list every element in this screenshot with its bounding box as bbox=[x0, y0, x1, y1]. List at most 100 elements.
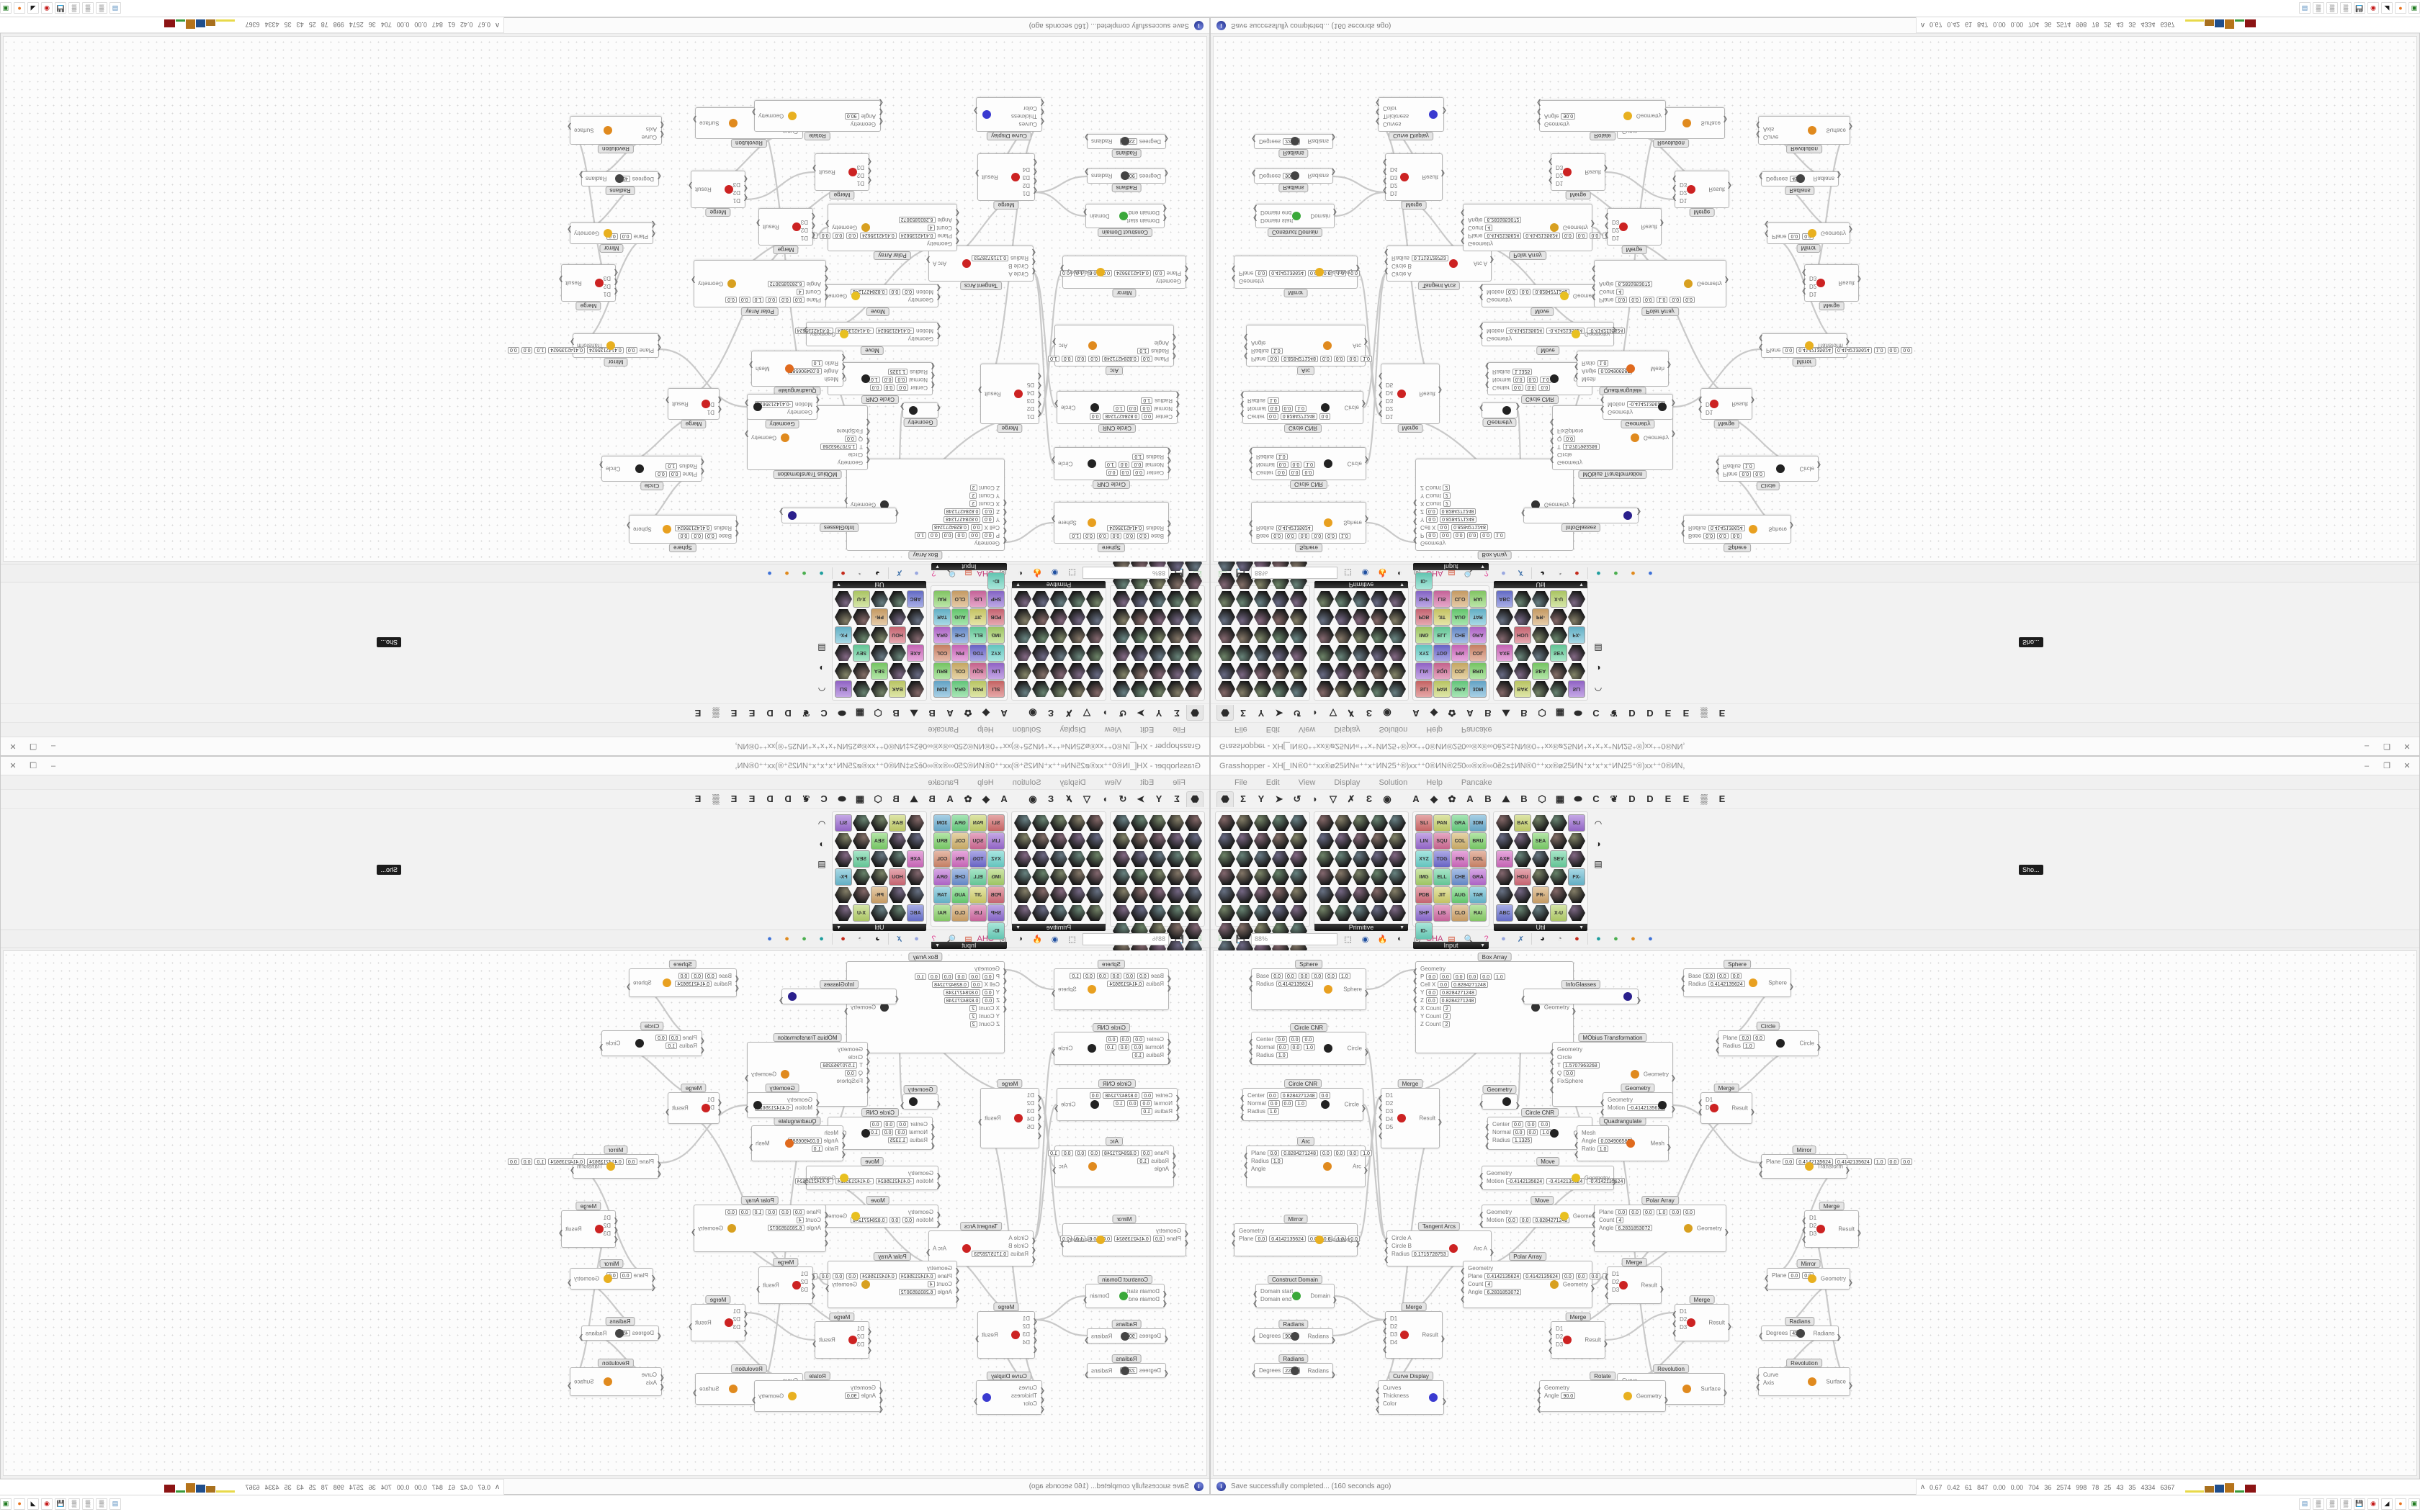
tab-addon-orange[interactable]: ⬬ bbox=[838, 793, 846, 804]
gh-input-port[interactable]: ❮ bbox=[613, 1217, 619, 1224]
prim18-icon[interactable] bbox=[1353, 868, 1370, 886]
gh-param-value[interactable]: 1.0 bbox=[1338, 533, 1350, 539]
maze-app2-icon[interactable]: ▒ bbox=[82, 1498, 94, 1510]
gh-node[interactable]: Revolution Curve Axis Surface ❮ ❮ ❯ bbox=[567, 116, 665, 153]
gh-output-port[interactable]: ❯ bbox=[1363, 516, 1369, 523]
gh-input-port[interactable]: ❮ bbox=[1378, 1113, 1384, 1120]
gh-input-port[interactable]: ❮ bbox=[1002, 500, 1008, 507]
gh-param-value[interactable]: 0.0 bbox=[982, 532, 994, 539]
prim18-icon[interactable] bbox=[1050, 868, 1067, 886]
tab-addon-b[interactable]: B bbox=[1484, 708, 1492, 719]
shape-icon[interactable] bbox=[1290, 814, 1307, 832]
gh-node[interactable]: Circle CNR Center 0.0 0.8284271248 0.0 Normal… bbox=[1054, 1079, 1180, 1121]
gh-param-value[interactable]: 0.0 bbox=[1126, 1100, 1139, 1107]
gh-node[interactable]: Merge D1 D2 D3 Result ❮ ❮ ❮ ❯ bbox=[756, 1258, 816, 1304]
gh-param-value[interactable]: 0.0 bbox=[738, 1209, 750, 1215]
gh-output-port[interactable]: ❯ bbox=[599, 1043, 604, 1050]
gh-param-value[interactable]: 1.1325 bbox=[1512, 1137, 1533, 1143]
maze-app3-icon[interactable]: ▒ bbox=[68, 1498, 80, 1510]
gh-input-port[interactable]: ❮ bbox=[1758, 1332, 1764, 1339]
menu-bar[interactable]: File Edit View Display Solution Help Pancake bbox=[1211, 722, 2419, 737]
menu-solution[interactable]: Solution bbox=[1012, 778, 1041, 787]
gh-node[interactable]: Merge D1 D2 D3 D4 Result ❮ ❮ ❮ ❮ ❯ bbox=[1382, 1302, 1446, 1359]
panel-expand-icon[interactable]: ▼ bbox=[1579, 582, 1584, 588]
gh-output-port[interactable]: ❯ bbox=[1051, 1048, 1057, 1056]
gh-node[interactable]: Move Geometry Motion 0.0 0.0 0.8284271248 Geom… bbox=[815, 1196, 941, 1228]
panel-util-footer[interactable]: Util ▼ bbox=[1494, 924, 1587, 931]
drop-util-icon[interactable] bbox=[835, 832, 852, 850]
gh-output-port[interactable]: ❯ bbox=[1515, 403, 1520, 410]
gh-input-port[interactable]: ❮ bbox=[1375, 109, 1381, 116]
gh-output-port[interactable]: ❯ bbox=[1856, 1229, 1862, 1236]
grasshopper-canvas[interactable]: Sphere Base 0.0 0.0 0.0 0.0 0.0 1.0 Radius 0.4142… bbox=[1213, 950, 2417, 1476]
gh-param-value[interactable]: 1.5707963268 bbox=[820, 1062, 858, 1068]
gh-node-title[interactable]: Tangent Arcs bbox=[959, 1222, 1003, 1230]
gh-node-title[interactable]: Merge bbox=[993, 1302, 1019, 1311]
gh-param-value[interactable]: 0.0 bbox=[1683, 297, 1695, 303]
gh-node[interactable]: Quadrangulate Mesh Angle 0.034906585 Ratio 1.… bbox=[1574, 351, 1672, 395]
shape-icon[interactable] bbox=[1290, 680, 1307, 698]
render-preview-button[interactable]: ● bbox=[841, 935, 846, 943]
gh-node-title[interactable]: Arc bbox=[1106, 366, 1123, 375]
xyz-icon[interactable]: XYZ bbox=[1415, 850, 1433, 868]
cylinder-icon[interactable] bbox=[1236, 608, 1253, 626]
tab-params[interactable]: ⬣ bbox=[1186, 705, 1204, 721]
gh-param-value[interactable]: 0.0 bbox=[1083, 973, 1095, 979]
tree-icon[interactable] bbox=[907, 626, 924, 644]
gh-param-value[interactable]: 0.4142135624 bbox=[1269, 1236, 1306, 1242]
gh-input-port[interactable]: ❮ bbox=[1382, 168, 1388, 176]
tab-addon-terrain[interactable]: ⛰ bbox=[910, 793, 918, 804]
gh-param-value[interactable]: 1.0 bbox=[1048, 1150, 1059, 1156]
gh-param-value[interactable]: 0.0 bbox=[1575, 1273, 1587, 1279]
rightarrow-icon[interactable] bbox=[889, 590, 906, 608]
gh-param-value[interactable]: 0.0 bbox=[1096, 533, 1108, 539]
gh-param-value[interactable]: 0.0 bbox=[897, 384, 908, 391]
gh-input-port[interactable]: ❮ bbox=[1378, 1104, 1384, 1111]
panel-input[interactable]: SLI PAN GRA 3DM LIN SQU COL BRU XYZ TOG PIN COL IMG E… bbox=[1412, 811, 1489, 949]
gh-param-value[interactable]: 0.0 bbox=[889, 1217, 901, 1223]
gh-param-value[interactable]: 0.0 bbox=[766, 1209, 778, 1215]
blender-icon[interactable]: ◢ bbox=[2381, 2, 2393, 14]
gh-input-port[interactable]: ❮ bbox=[1591, 275, 1597, 282]
arrow-icon[interactable] bbox=[1236, 590, 1253, 608]
grasshopper-titlebar[interactable]: Grasshopper - XH[_IN®0⁺⁺xx®ø25ИN«⁺⁺х⁺ИN2… bbox=[1, 737, 1209, 755]
gh-node-title[interactable]: Circle CNR bbox=[1284, 1079, 1322, 1088]
gh-output-port[interactable]: ❯ bbox=[1363, 338, 1368, 346]
gh-input-port[interactable]: ❮ bbox=[1549, 1048, 1555, 1056]
plane-icon[interactable] bbox=[1236, 644, 1253, 662]
prim15-icon[interactable] bbox=[1014, 850, 1031, 868]
gh-param-value[interactable]: 0.0 bbox=[1425, 997, 1438, 1004]
gh-input-port[interactable]: ❮ bbox=[1036, 1113, 1042, 1120]
gh-param-value[interactable]: 1.0 bbox=[811, 360, 823, 366]
cycle-blue-button[interactable]: ● bbox=[1648, 569, 1653, 577]
flask-icon[interactable] bbox=[835, 644, 852, 662]
gh-param-value[interactable]: 1.0 bbox=[1597, 360, 1609, 366]
gh-node-title[interactable]: Radians bbox=[1278, 149, 1309, 158]
spiral-util-icon[interactable] bbox=[853, 662, 870, 680]
gh-param-value[interactable]: 6.2831853072 bbox=[898, 217, 936, 223]
gh-input-port[interactable]: ❮ bbox=[1240, 1104, 1245, 1111]
gh-param-value[interactable]: 0.4142135624 bbox=[859, 233, 897, 239]
gh-output-port[interactable]: ❯ bbox=[748, 1143, 754, 1151]
brow-icon[interactable]: ◠ bbox=[817, 683, 826, 693]
component-panel-row[interactable]: Geometry▼Primitive▼SLIPANGRA3DMLINSQUCOL… bbox=[1211, 527, 2419, 703]
gh-param-value[interactable]: 0.0 bbox=[1302, 469, 1314, 476]
gh-input-port[interactable]: ❮ bbox=[1375, 1405, 1381, 1413]
lens-icon[interactable] bbox=[1272, 832, 1289, 850]
gh-param-value[interactable]: 6.2831853072 bbox=[898, 1289, 936, 1295]
gh-param-value[interactable]: 0.0 bbox=[1703, 973, 1715, 979]
gh-input-port[interactable]: ❮ bbox=[1764, 221, 1770, 228]
gh-input-port[interactable]: ❮ bbox=[1175, 392, 1180, 399]
gh-output-port[interactable]: ❯ bbox=[1670, 400, 1676, 407]
gh-param-value[interactable]: 0.0 bbox=[1083, 533, 1095, 539]
gh-node[interactable]: Circle CNR Center 0.0 0.0 0.0 Normal 0.0 0.0 1.0… bbox=[1051, 1023, 1172, 1065]
gh-output-port[interactable]: ❯ bbox=[691, 276, 696, 284]
prim3-icon[interactable] bbox=[1050, 680, 1067, 698]
gh-node-title[interactable]: Geometry bbox=[1482, 418, 1517, 427]
tab-addon-kangaroo[interactable]: ◆ bbox=[982, 708, 990, 719]
tab-intersect[interactable]: ✗ bbox=[1065, 793, 1073, 804]
gh-node-title[interactable]: Rotate bbox=[1590, 1372, 1615, 1380]
gh-output-port[interactable]: ❯ bbox=[744, 400, 750, 407]
panel-input[interactable]: SLI PAN GRA 3DM LIN SQU COL BRU XYZ TOG PIN COL IMG E… bbox=[931, 811, 1008, 949]
gh-output-port[interactable]: ❯ bbox=[599, 462, 604, 469]
